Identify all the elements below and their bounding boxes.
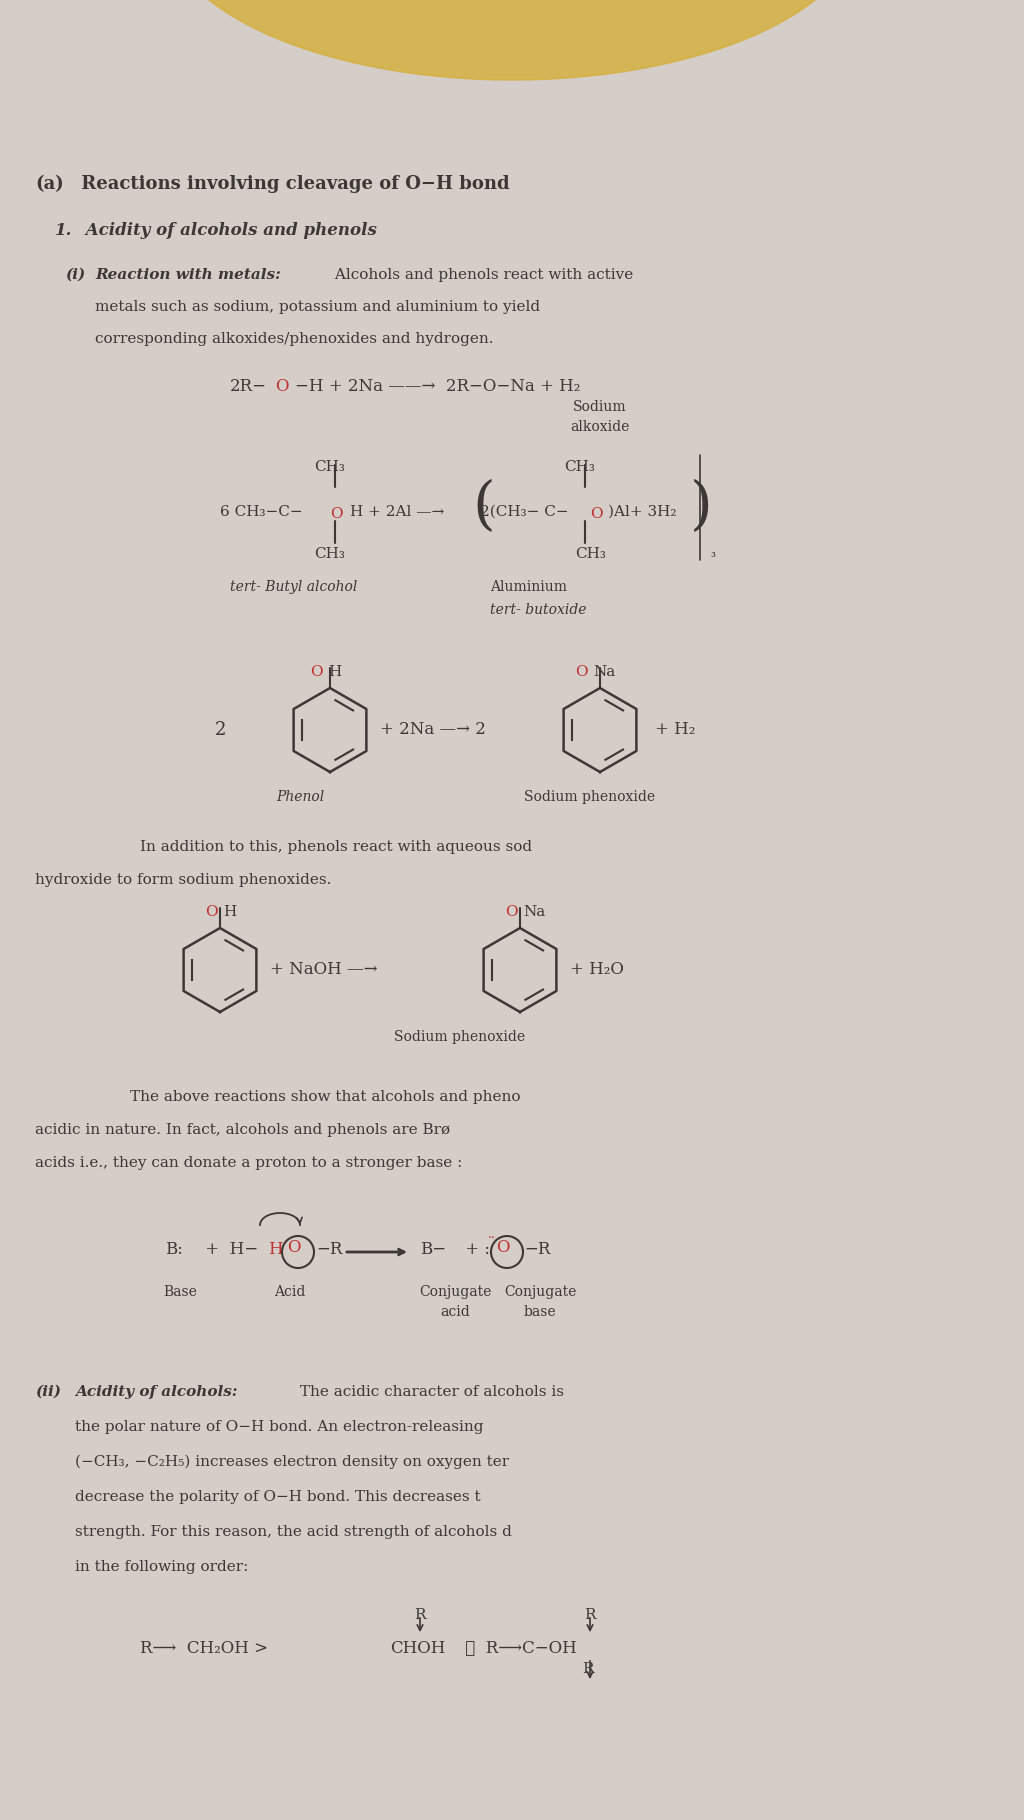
Text: R⟶  CH₂OH >: R⟶ CH₂OH > bbox=[140, 1640, 268, 1656]
Text: acidic in nature. In fact, alcohols and phenols are Brø: acidic in nature. In fact, alcohols and … bbox=[35, 1123, 451, 1138]
Text: Acid: Acid bbox=[274, 1285, 306, 1299]
Text: O: O bbox=[590, 508, 603, 521]
Text: B−: B− bbox=[420, 1241, 446, 1258]
Text: alkoxide: alkoxide bbox=[570, 420, 630, 433]
Text: O: O bbox=[287, 1238, 300, 1256]
Text: acid: acid bbox=[440, 1305, 470, 1320]
Text: Na: Na bbox=[593, 664, 615, 679]
Text: H: H bbox=[328, 664, 341, 679]
Text: in the following order:: in the following order: bbox=[75, 1560, 249, 1574]
Text: + H₂: + H₂ bbox=[655, 721, 695, 739]
Text: O: O bbox=[205, 905, 218, 919]
Text: tert- Butyl alcohol: tert- Butyl alcohol bbox=[230, 581, 357, 593]
Text: the polar nature of O−H bond. An electron-releasing: the polar nature of O−H bond. An electro… bbox=[75, 1420, 483, 1434]
Text: Na: Na bbox=[523, 905, 545, 919]
Text: 2: 2 bbox=[215, 721, 226, 739]
Text: 2(CH₃− C−: 2(CH₃− C− bbox=[480, 504, 568, 519]
Text: Conjugate: Conjugate bbox=[504, 1285, 577, 1299]
Text: CH₃: CH₃ bbox=[314, 548, 345, 561]
Text: Reactions involving cleavage of O−H bond: Reactions involving cleavage of O−H bond bbox=[75, 175, 510, 193]
Text: + NaOH —→: + NaOH —→ bbox=[270, 961, 378, 979]
Text: corresponding alkoxides/phenoxides and hydrogen.: corresponding alkoxides/phenoxides and h… bbox=[95, 331, 494, 346]
Text: CH₃: CH₃ bbox=[564, 460, 595, 473]
Text: In addition to this, phenols react with aqueous sod: In addition to this, phenols react with … bbox=[140, 841, 532, 854]
Text: H: H bbox=[268, 1241, 283, 1258]
Text: (i): (i) bbox=[65, 268, 85, 282]
Text: decrease the polarity of O−H bond. This decreases t: decrease the polarity of O−H bond. This … bbox=[75, 1491, 480, 1503]
Text: R: R bbox=[585, 1609, 596, 1622]
Text: CHOH: CHOH bbox=[390, 1640, 445, 1656]
Text: The acidic character of alcohols is: The acidic character of alcohols is bbox=[295, 1385, 564, 1400]
Text: ₃: ₃ bbox=[710, 548, 715, 561]
Text: (a): (a) bbox=[35, 175, 63, 193]
Text: Aluminium: Aluminium bbox=[490, 581, 567, 593]
Text: H: H bbox=[223, 905, 237, 919]
Text: )Al+ 3H₂: )Al+ 3H₂ bbox=[608, 504, 677, 519]
Text: Acidity of alcohols:: Acidity of alcohols: bbox=[75, 1385, 238, 1400]
Text: Sodium phenoxide: Sodium phenoxide bbox=[394, 1030, 525, 1045]
Text: (−CH₃, −C₂H₅) increases electron density on oxygen ter: (−CH₃, −C₂H₅) increases electron density… bbox=[75, 1454, 509, 1469]
Text: (ii): (ii) bbox=[35, 1385, 61, 1400]
Text: ): ) bbox=[690, 479, 713, 535]
Text: ..: .. bbox=[488, 1228, 496, 1241]
Text: hydroxide to form sodium phenoxides.: hydroxide to form sodium phenoxides. bbox=[35, 874, 332, 886]
Text: ≫  R⟶C−OH: ≫ R⟶C−OH bbox=[460, 1640, 577, 1656]
Text: acids i.e., they can donate a proton to a stronger base :: acids i.e., they can donate a proton to … bbox=[35, 1156, 463, 1170]
Text: + 2Na —→ 2: + 2Na —→ 2 bbox=[380, 721, 485, 739]
Text: 2R−: 2R− bbox=[230, 379, 267, 395]
Text: R: R bbox=[582, 1662, 594, 1676]
Text: + :: + : bbox=[460, 1241, 490, 1258]
Text: Alcohols and phenols react with active: Alcohols and phenols react with active bbox=[330, 268, 633, 282]
Text: Acidity of alcohols and phenols: Acidity of alcohols and phenols bbox=[80, 222, 377, 238]
Text: Reaction with metals:: Reaction with metals: bbox=[95, 268, 281, 282]
Text: CH₃: CH₃ bbox=[314, 460, 345, 473]
Text: Phenol: Phenol bbox=[275, 790, 325, 804]
Text: The above reactions show that alcohols and pheno: The above reactions show that alcohols a… bbox=[130, 1090, 520, 1105]
Text: (: ( bbox=[472, 479, 495, 535]
Text: Sodium phenoxide: Sodium phenoxide bbox=[524, 790, 655, 804]
Text: metals such as sodium, potassium and aluminium to yield: metals such as sodium, potassium and alu… bbox=[95, 300, 540, 315]
Text: 1.: 1. bbox=[55, 222, 73, 238]
Text: +  H−: + H− bbox=[200, 1241, 258, 1258]
Text: O: O bbox=[310, 664, 323, 679]
Text: −R: −R bbox=[316, 1241, 342, 1258]
Text: O: O bbox=[505, 905, 517, 919]
Text: R: R bbox=[415, 1609, 426, 1622]
Text: Sodium: Sodium bbox=[573, 400, 627, 413]
Text: H + 2Al —→: H + 2Al —→ bbox=[350, 504, 444, 519]
Text: −R: −R bbox=[524, 1241, 550, 1258]
Text: O: O bbox=[275, 379, 289, 395]
Text: O: O bbox=[330, 508, 343, 521]
Text: B:: B: bbox=[165, 1241, 183, 1258]
Text: tert- butoxide: tert- butoxide bbox=[490, 602, 587, 617]
Text: −H + 2Na ——→  2R−O−Na + H₂: −H + 2Na ——→ 2R−O−Na + H₂ bbox=[295, 379, 581, 395]
Text: strength. For this reason, the acid strength of alcohols d: strength. For this reason, the acid stre… bbox=[75, 1525, 512, 1540]
Text: O: O bbox=[496, 1238, 510, 1256]
Text: base: base bbox=[523, 1305, 556, 1320]
Text: Base: Base bbox=[163, 1285, 197, 1299]
Text: O: O bbox=[575, 664, 588, 679]
Text: 6 CH₃−C−: 6 CH₃−C− bbox=[220, 504, 303, 519]
Text: + H₂O: + H₂O bbox=[570, 961, 624, 979]
Ellipse shape bbox=[162, 0, 862, 80]
Text: Conjugate: Conjugate bbox=[419, 1285, 492, 1299]
Text: CH₃: CH₃ bbox=[575, 548, 606, 561]
